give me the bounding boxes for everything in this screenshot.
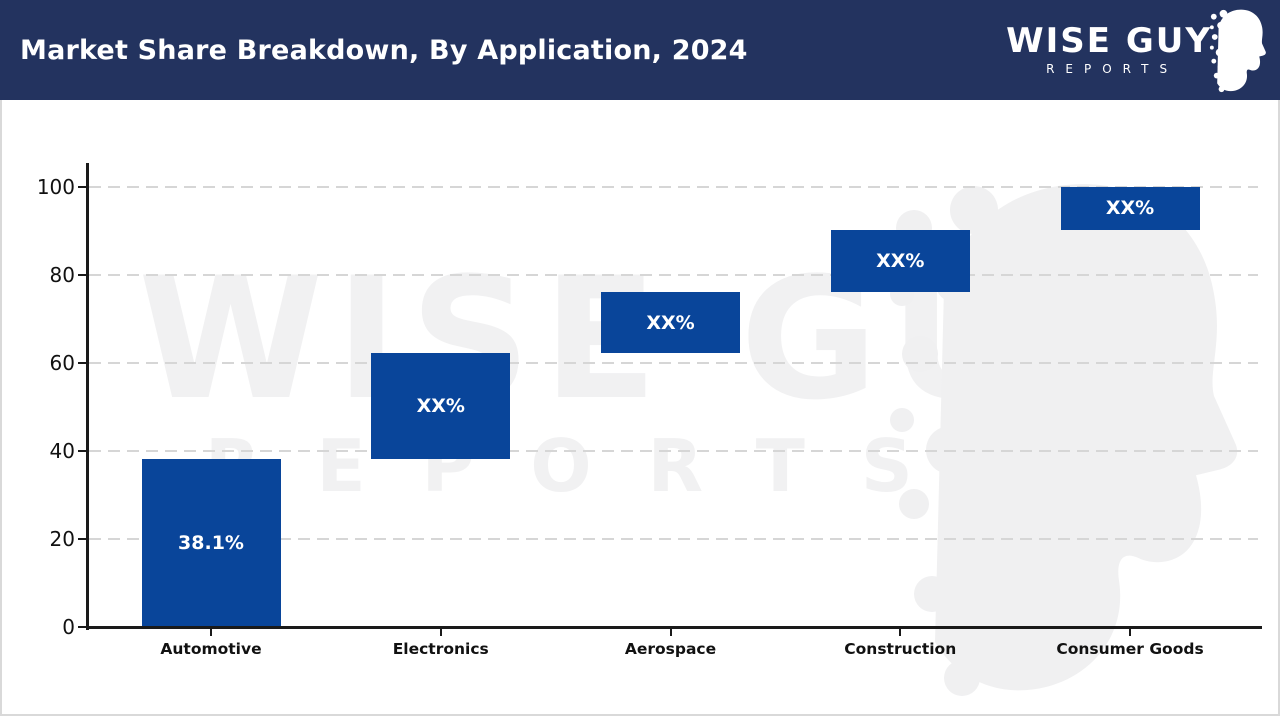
category-label: Consumer Goods — [1056, 640, 1204, 658]
bar-value-label: XX% — [876, 249, 925, 272]
page-title: Market Share Breakdown, By Application, … — [20, 34, 748, 66]
category-label: Aerospace — [624, 640, 717, 658]
gridline — [89, 450, 1258, 452]
brand-logo: WISE GUY REPORTS — [1006, 7, 1266, 94]
watermark-text-secondary: REPORTS — [205, 424, 969, 508]
category-label: Construction — [844, 640, 957, 658]
y-tick-label: 40 — [49, 439, 75, 463]
brand-text: WISE GUY REPORTS — [1006, 24, 1212, 76]
bar-electronics: XX% — [371, 353, 511, 460]
x-axis-tick — [210, 628, 212, 636]
y-tick-label: 100 — [36, 175, 75, 199]
y-tick-label: 20 — [49, 527, 75, 551]
bar-value-label: XX% — [646, 311, 695, 334]
y-axis-tick — [78, 362, 87, 364]
gridline — [89, 362, 1258, 364]
gridline — [89, 186, 1258, 188]
x-axis-tick — [1129, 628, 1131, 636]
y-tick-label: 80 — [49, 263, 75, 287]
category-label: Electronics — [392, 640, 489, 658]
x-axis-line — [86, 626, 1262, 629]
brand-name: WISE GUY — [1006, 21, 1212, 61]
y-axis-line — [86, 163, 89, 630]
gridline — [89, 274, 1258, 276]
bar-consumer-goods: XX% — [1060, 187, 1200, 230]
bar-automotive: 38.1% — [141, 459, 281, 627]
y-tick-label: 0 — [62, 615, 75, 639]
y-axis-tick — [78, 186, 87, 188]
brand-subtitle: REPORTS — [1046, 62, 1179, 76]
header: Market Share Breakdown, By Application, … — [0, 0, 1280, 100]
bar-value-label: 38.1% — [178, 532, 244, 555]
y-tick-label: 60 — [49, 351, 75, 375]
y-axis-tick — [78, 450, 87, 452]
y-axis-tick — [78, 626, 87, 628]
category-label: Automotive — [160, 640, 262, 658]
gridline — [89, 538, 1258, 540]
wiseguy-face-icon — [1209, 9, 1266, 92]
bar-value-label: XX% — [416, 395, 465, 418]
x-axis-tick — [669, 628, 672, 636]
y-axis-tick — [78, 274, 87, 276]
bar-aerospace: XX% — [601, 292, 740, 354]
chart-frame — [0, 100, 1280, 716]
bar-value-label: XX% — [1105, 197, 1155, 220]
x-axis-tick — [899, 628, 902, 636]
bar-construction: XX% — [830, 229, 970, 293]
y-axis-tick — [78, 538, 87, 540]
x-axis-tick — [439, 628, 442, 636]
